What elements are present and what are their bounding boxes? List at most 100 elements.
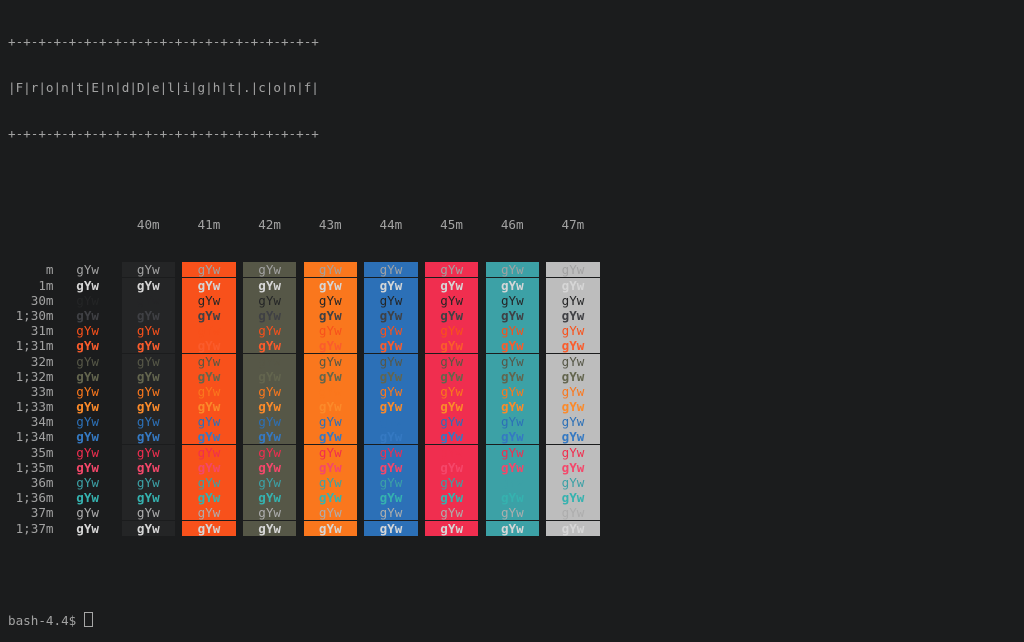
cell-42m: gYw <box>243 505 297 521</box>
cell-47m: gYw <box>546 323 600 339</box>
cell-46m: gYw <box>485 429 539 445</box>
shell-prompt: bash-4.4$ <box>8 611 1024 628</box>
cell-45m: gYw <box>425 414 479 430</box>
cell-40m: gYw <box>121 368 175 384</box>
row-label: 1;31m <box>8 338 62 354</box>
cell-46m: gYw <box>485 338 539 354</box>
cell-46m: gYw <box>485 307 539 323</box>
cell-42m: gYw <box>243 459 297 475</box>
color-test-row: 1;34m gYw gYw gYw gYw gYw gYw gYw gYw gY… <box>8 429 1024 445</box>
cell-45m: gYw <box>425 459 479 475</box>
cell-47m: gYw <box>546 307 600 323</box>
cell-45m: gYw <box>425 277 479 293</box>
cell-41m: gYw <box>182 353 236 369</box>
cell-41m: gYw <box>182 368 236 384</box>
terminal-screen[interactable]: +-+-+-+-+-+-+-+-+-+-+-+-+-+-+-+-+-+-+-+-… <box>0 0 1024 628</box>
cell-42m: gYw <box>243 399 297 415</box>
cell-44m: gYw <box>364 399 418 415</box>
row-label: 36m <box>8 475 62 490</box>
color-test-row: 1;31m gYw gYw gYw gYw gYw gYw gYw gYw gY… <box>8 338 1024 354</box>
cell-46m: gYw <box>485 490 539 506</box>
cell-47m: gYw <box>546 277 600 293</box>
cell-45m: gYw <box>425 475 479 490</box>
cell-46m: gYw <box>485 520 539 536</box>
row-label: 37m <box>8 505 62 521</box>
cell-42m: gYw <box>243 475 297 490</box>
cell-40m: gYw <box>121 459 175 475</box>
cell-44m: gYw <box>364 383 418 399</box>
cell-45m: gYw <box>425 307 479 323</box>
cell-40m: gYw <box>121 353 175 369</box>
cell-44m: gYw <box>364 429 418 445</box>
cell-43m: gYw <box>303 475 357 490</box>
cell-42m: gYw <box>243 414 297 430</box>
cell-45m: gYw <box>425 429 479 445</box>
cell-40m: gYw <box>121 383 175 399</box>
row-label: 1m <box>8 277 62 293</box>
terminal-cursor <box>83 611 93 627</box>
cell-40m: gYw <box>121 262 175 278</box>
cell-45m: gYw <box>425 444 479 460</box>
row-label: 1;36m <box>8 490 62 506</box>
cell-42m: gYw <box>243 262 297 278</box>
cell-no-bg: gYw <box>61 459 115 475</box>
cell-46m: gYw <box>485 459 539 475</box>
color-test-row: 1;33m gYw gYw gYw gYw gYw gYw gYw gYw gY… <box>8 399 1024 415</box>
color-test-row: 32m gYw gYw gYw gYw gYw gYw gYw gYw gYw <box>8 353 1024 369</box>
cell-40m: gYw <box>121 505 175 521</box>
cell-45m: gYw <box>425 262 479 278</box>
cell-41m: gYw <box>182 323 236 339</box>
cell-no-bg: gYw <box>61 323 115 339</box>
cell-47m: gYw <box>546 475 600 490</box>
cell-43m: gYw <box>303 414 357 430</box>
row-label: 1;34m <box>8 429 62 445</box>
cell-43m: gYw <box>303 490 357 506</box>
cell-45m: gYw <box>425 383 479 399</box>
cell-45m: gYw <box>425 505 479 521</box>
cell-42m: gYw <box>243 323 297 339</box>
row-label: 31m <box>8 323 62 339</box>
cell-42m: gYw <box>243 292 297 308</box>
color-grid-rows: m gYw gYw gYw gYw gYw gYw gYw gYw gYw 1m… <box>8 262 1024 536</box>
cell-42m: gYw <box>243 353 297 369</box>
cell-41m: gYw <box>182 338 236 354</box>
cell-42m: gYw <box>243 338 297 354</box>
cell-41m: gYw <box>182 444 236 460</box>
cell-44m: gYw <box>364 444 418 460</box>
cell-46m: gYw <box>485 475 539 490</box>
color-test-row: 1;30m gYw gYw gYw gYw gYw gYw gYw gYw gY… <box>8 307 1024 323</box>
cell-41m: gYw <box>182 383 236 399</box>
cell-43m: gYw <box>303 323 357 339</box>
cell-44m: gYw <box>364 353 418 369</box>
cell-43m: gYw <box>303 444 357 460</box>
cell-41m: gYw <box>182 505 236 521</box>
row-label: 1;37m <box>8 520 62 536</box>
cell-42m: gYw <box>243 383 297 399</box>
cell-43m: gYw <box>303 368 357 384</box>
cell-no-bg: gYw <box>61 520 115 536</box>
cell-41m: gYw <box>182 429 236 445</box>
color-test-row: 1;37m gYw gYw gYw gYw gYw gYw gYw gYw gY… <box>8 520 1024 536</box>
cell-42m: gYw <box>243 444 297 460</box>
cell-41m: gYw <box>182 475 236 490</box>
row-label: 35m <box>8 444 62 460</box>
cell-no-bg: gYw <box>61 353 115 369</box>
cell-45m: gYw <box>425 399 479 415</box>
cell-no-bg: gYw <box>61 490 115 506</box>
cell-46m: gYw <box>485 505 539 521</box>
color-test-row: 31m gYw gYw gYw gYw gYw gYw gYw gYw gYw <box>8 323 1024 339</box>
color-test-row: 35m gYw gYw gYw gYw gYw gYw gYw gYw gYw <box>8 444 1024 460</box>
row-label: 1;32m <box>8 368 62 384</box>
cell-47m: gYw <box>546 490 600 506</box>
cell-no-bg: gYw <box>61 292 115 308</box>
cell-44m: gYw <box>364 459 418 475</box>
cell-40m: gYw <box>121 277 175 293</box>
color-test-row: 34m gYw gYw gYw gYw gYw gYw gYw gYw gYw <box>8 414 1024 430</box>
color-test-row: 1;35m gYw gYw gYw gYw gYw gYw gYw gYw gY… <box>8 459 1024 475</box>
config-title: |F|r|o|n|t|E|n|d|D|e|l|i|g|h|t|.|c|o|n|f… <box>8 80 319 95</box>
cell-43m: gYw <box>303 338 357 354</box>
cell-44m: gYw <box>364 338 418 354</box>
box-border-top: +-+-+-+-+-+-+-+-+-+-+-+-+-+-+-+-+-+-+-+-… <box>8 34 319 50</box>
color-test-row: 30m gYw gYw gYw gYw gYw gYw gYw gYw gYw <box>8 292 1024 308</box>
cell-41m: gYw <box>182 399 236 415</box>
